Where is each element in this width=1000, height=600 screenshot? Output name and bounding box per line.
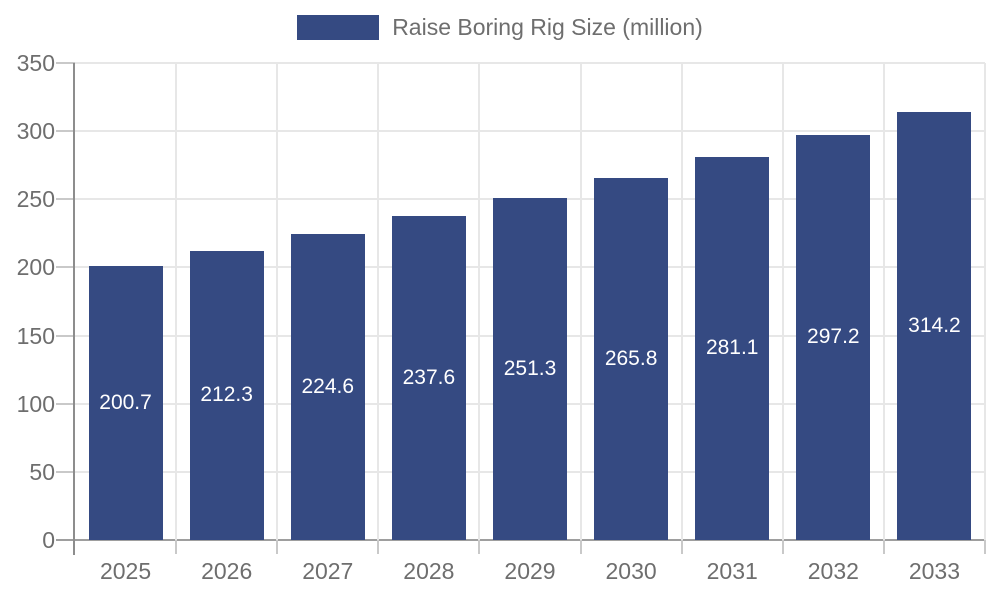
- gridline-x: [478, 63, 481, 540]
- gridline-x: [984, 63, 986, 540]
- y-axis-tick-label: 250: [16, 186, 55, 213]
- y-tick: [56, 334, 75, 337]
- legend[interactable]: Raise Boring Rig Size (million): [0, 14, 1000, 41]
- gridline-x: [276, 63, 279, 540]
- bar-2028[interactable]: 237.6: [391, 216, 466, 540]
- x-tick: [781, 540, 784, 554]
- y-axis-tick-label: 100: [16, 390, 55, 417]
- bar-2032[interactable]: 297.2: [796, 134, 871, 540]
- x-tick: [984, 540, 986, 554]
- y-axis-tick-label: 50: [29, 458, 55, 485]
- y-tick: [56, 130, 75, 133]
- y-axis-tick-label: 300: [16, 118, 55, 145]
- x-axis-tick-label: 2029: [504, 558, 556, 584]
- x-tick: [377, 540, 380, 554]
- x-axis-tick-label: 2028: [403, 558, 455, 584]
- bar-value-label: 237.6: [402, 366, 456, 390]
- y-tick: [56, 62, 75, 64]
- x-tick: [276, 540, 279, 554]
- bar-value-label: 265.8: [604, 346, 658, 370]
- x-axis-tick-label: 2026: [201, 558, 253, 584]
- bar-value-label: 314.2: [908, 313, 961, 337]
- legend-label: Raise Boring Rig Size (million): [392, 14, 703, 40]
- bar-2033[interactable]: 314.2: [897, 111, 972, 540]
- y-tick: [56, 470, 75, 473]
- bar-value-label: 200.7: [99, 391, 152, 415]
- gridline-x: [579, 63, 582, 540]
- y-axis-tick-label: 150: [16, 322, 55, 349]
- gridline-y: [75, 130, 985, 133]
- gridline-y: [75, 62, 985, 64]
- y-axis-line: [73, 63, 75, 555]
- gridline-x: [781, 63, 784, 540]
- x-axis-tick-label: 2033: [908, 558, 961, 584]
- gridline-x: [175, 63, 178, 540]
- bar-2029[interactable]: 251.3: [493, 197, 567, 540]
- x-tick: [175, 540, 178, 554]
- x-axis-tick-label: 2025: [99, 558, 152, 584]
- y-axis-tick-label: 350: [16, 50, 55, 76]
- x-tick: [478, 540, 481, 554]
- bar-value-label: 281.1: [705, 336, 759, 360]
- bar-value-label: 297.2: [807, 325, 860, 349]
- gridline-x: [680, 63, 683, 540]
- gridline-x: [377, 63, 380, 540]
- y-tick: [56, 198, 75, 201]
- x-tick: [680, 540, 683, 554]
- x-axis-tick-label: 2030: [605, 558, 657, 584]
- x-tick: [882, 540, 885, 554]
- y-axis-tick-label: 0: [42, 527, 55, 553]
- x-axis-tick-label: 2032: [807, 558, 859, 584]
- bar-2025[interactable]: 200.7: [88, 266, 163, 540]
- x-axis-line: [56, 539, 985, 541]
- bar-value-label: 212.3: [200, 383, 253, 407]
- bar-2026[interactable]: 212.3: [189, 250, 264, 540]
- y-tick: [56, 266, 75, 269]
- bar-value-label: 224.6: [301, 374, 355, 398]
- y-tick: [56, 402, 75, 405]
- bar-2030[interactable]: 265.8: [594, 177, 669, 540]
- y-axis-tick-label: 200: [16, 254, 55, 281]
- x-axis-tick-label: 2031: [706, 558, 758, 584]
- x-axis-tick-label: 2027: [302, 558, 354, 584]
- bar-2027[interactable]: 224.6: [290, 233, 365, 540]
- gridline-x: [882, 63, 885, 540]
- x-tick: [579, 540, 582, 554]
- bar-2031[interactable]: 281.1: [695, 156, 770, 540]
- bar-value-label: 251.3: [503, 356, 557, 380]
- legend-swatch-icon: [297, 15, 380, 40]
